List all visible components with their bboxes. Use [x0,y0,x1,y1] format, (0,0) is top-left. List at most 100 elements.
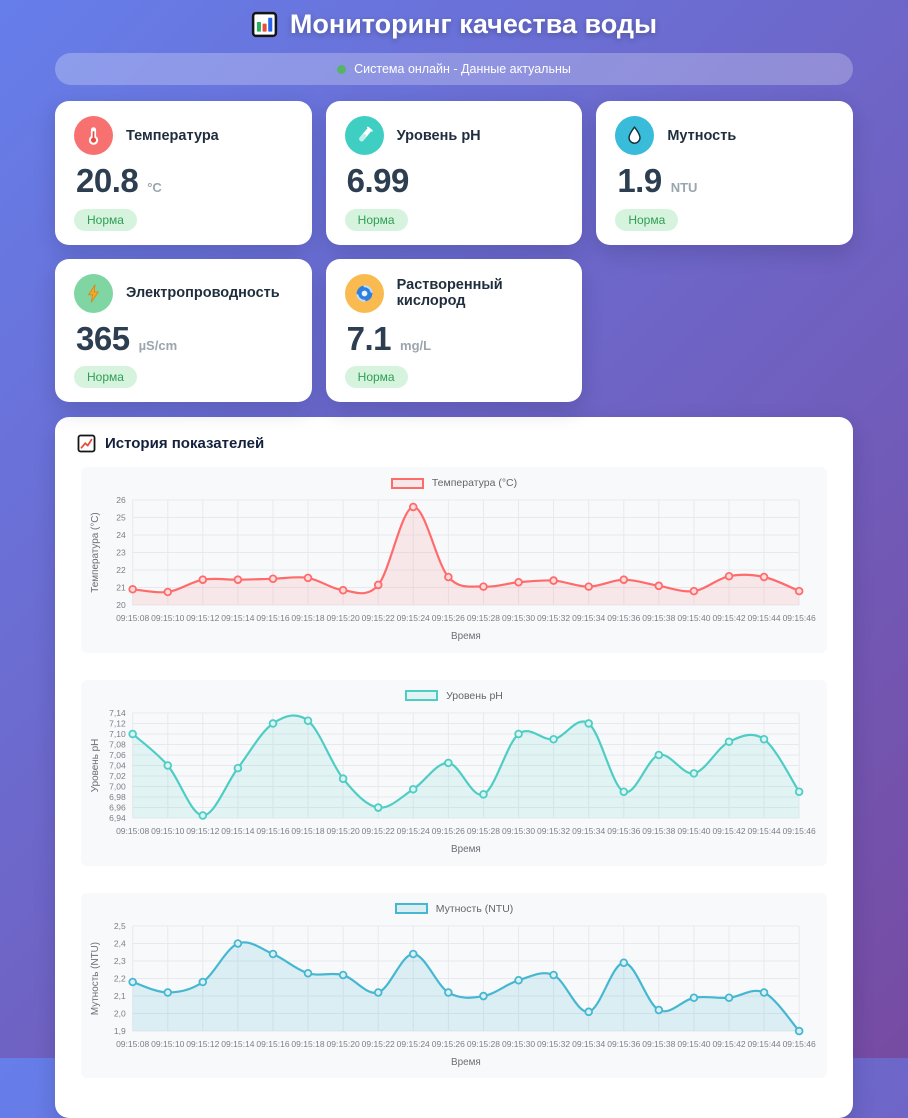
status-bar: Система онлайн - Данные актуальны [55,53,853,85]
svg-text:09:15:46: 09:15:46 [783,613,816,623]
svg-text:09:15:40: 09:15:40 [677,1039,710,1049]
legend-label: Температура (°C) [431,477,518,490]
turbidity-chart-panel: Мутность (NTU) 1,9 2,0 2,1 2,2 2,3 2,4 2,5 09:1… [81,892,827,1079]
svg-text:09:15:24: 09:15:24 [397,826,430,836]
metric-card-oxygen: Растворенный кислород 7.1 mg/L Норма [325,258,583,403]
svg-text:Время: Время [451,631,481,642]
svg-text:Время: Время [451,1056,481,1067]
svg-text:09:15:16: 09:15:16 [256,826,289,836]
svg-text:09:15:32: 09:15:32 [537,1039,570,1049]
svg-text:7,10: 7,10 [109,729,126,739]
svg-text:09:15:24: 09:15:24 [397,613,430,623]
svg-text:09:15:42: 09:15:42 [712,1039,745,1049]
history-header: История показателей [77,434,835,453]
svg-text:6,94: 6,94 [109,813,126,823]
svg-text:2,4: 2,4 [114,938,126,948]
svg-text:09:15:44: 09:15:44 [747,1039,780,1049]
status-badge: Норма [615,208,679,231]
svg-text:09:15:14: 09:15:14 [221,613,254,623]
svg-text:09:15:28: 09:15:28 [467,826,500,836]
svg-text:7,04: 7,04 [109,760,126,770]
svg-text:2,2: 2,2 [114,973,126,983]
svg-text:2,5: 2,5 [114,921,126,931]
svg-text:09:15:10: 09:15:10 [151,613,184,623]
metric-title: Температура [126,127,219,144]
metric-card-ph: Уровень pH 6.99 Норма [325,101,583,245]
svg-text:09:15:12: 09:15:12 [186,613,219,623]
svg-text:09:15:24: 09:15:24 [397,1039,430,1049]
legend-label: Мутность (NTU) [435,902,514,915]
metric-unit: NTU [670,180,698,195]
svg-text:09:15:34: 09:15:34 [572,1039,605,1049]
status-badge: Норма [74,208,137,231]
ph-chart-panel: Уровень pH 6,94 6,96 6,98 7,00 7,02 7,04 7,06 7… [81,679,827,866]
turbidity-chart-legend[interactable]: Мутность (NTU) [87,900,821,918]
svg-text:09:15:46: 09:15:46 [783,826,816,836]
cyclone-icon [344,273,384,313]
thermometer-icon [74,116,113,155]
svg-text:09:15:14: 09:15:14 [221,1039,254,1049]
svg-text:09:15:26: 09:15:26 [432,1039,465,1049]
metric-card-turbidity: Мутность 1.9 NTU Норма [596,101,853,245]
svg-text:7,14: 7,14 [109,708,126,718]
svg-text:7,02: 7,02 [109,771,126,781]
legend-swatch [390,477,424,489]
status-text: Система онлайн - Данные актуальны [354,62,571,76]
svg-text:09:15:38: 09:15:38 [642,1039,675,1049]
svg-text:Уровень pH: Уровень pH [90,739,101,793]
svg-text:09:15:40: 09:15:40 [677,613,710,623]
svg-text:09:15:42: 09:15:42 [712,826,745,836]
temperature-chart-legend[interactable]: Температура (°C) [87,474,821,492]
svg-text:09:15:08: 09:15:08 [116,613,149,623]
svg-text:09:15:10: 09:15:10 [151,826,184,836]
metric-value: 20.8 [76,162,139,199]
svg-text:24: 24 [116,530,126,540]
svg-text:09:15:08: 09:15:08 [116,1039,149,1049]
metric-value: 6.99 [346,162,410,199]
svg-text:09:15:22: 09:15:22 [362,613,395,623]
svg-text:09:15:16: 09:15:16 [256,613,289,623]
svg-text:09:15:34: 09:15:34 [572,613,605,623]
svg-text:09:15:42: 09:15:42 [712,613,745,623]
svg-text:09:15:12: 09:15:12 [186,826,219,836]
metric-title: Уровень pH [396,127,481,144]
bar-chart-icon [251,11,278,38]
svg-text:7,12: 7,12 [109,718,126,728]
svg-text:26: 26 [116,495,126,505]
metric-value: 365 [76,319,130,357]
metric-title: Мутность [667,127,737,144]
svg-text:09:15:18: 09:15:18 [291,613,324,623]
legend-label: Уровень pH [446,689,503,702]
svg-text:09:15:36: 09:15:36 [607,613,640,623]
svg-text:09:15:32: 09:15:32 [537,613,570,623]
svg-text:20: 20 [116,600,126,610]
status-badge: Норма [74,366,137,389]
svg-text:23: 23 [116,548,126,558]
metric-unit: °C [147,180,162,195]
turbidity-history-chart[interactable]: 1,92,02,12,22,32,42,509:15:08 09:15:10 09:… [87,918,821,1077]
svg-text:09:15:26: 09:15:26 [432,826,465,836]
history-card: История показателей Температура (°C) 20 2… [55,417,853,1118]
svg-text:7,00: 7,00 [109,781,126,791]
metric-card-conductivity: Электропроводность 365 µS/cm Норма [55,258,312,403]
ph-history-chart[interactable]: 6,946,966,987,007,027,047,067,087,107,12… [87,705,821,864]
svg-text:09:15:38: 09:15:38 [642,826,675,836]
svg-text:09:15:44: 09:15:44 [747,826,780,836]
page-title: Мониторинг качества воды [289,9,658,39]
svg-text:09:15:32: 09:15:32 [537,826,570,836]
droplet-icon [615,116,655,155]
ph-chart-legend[interactable]: Уровень pH [87,687,821,705]
svg-text:09:15:14: 09:15:14 [221,826,254,836]
svg-text:Мутность (NTU): Мутность (NTU) [90,942,101,1015]
svg-text:09:15:30: 09:15:30 [502,613,535,623]
svg-text:Температура (°C): Температура (°C) [90,513,101,593]
svg-text:09:15:30: 09:15:30 [502,826,535,836]
test-tube-icon [344,116,384,155]
svg-text:09:15:36: 09:15:36 [607,1039,640,1049]
svg-text:7,06: 7,06 [109,750,126,760]
svg-text:09:15:44: 09:15:44 [747,613,780,623]
svg-text:2,0: 2,0 [114,1008,126,1018]
svg-text:21: 21 [116,583,126,593]
svg-text:09:15:28: 09:15:28 [467,1039,500,1049]
